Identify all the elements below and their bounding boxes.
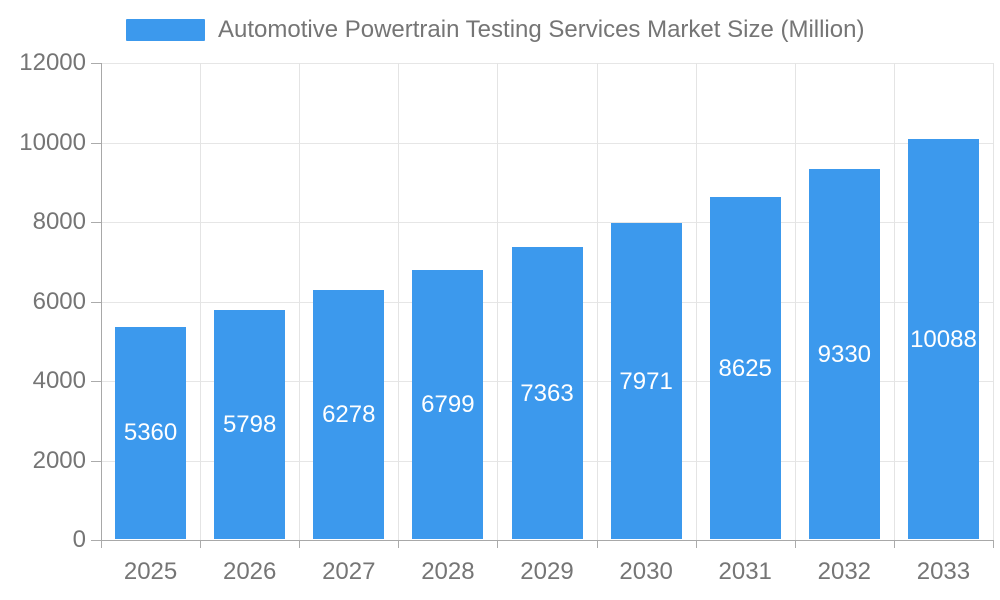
y-tick-label-12000: 12000 <box>19 49 86 76</box>
gridline-10000 <box>101 142 993 144</box>
category-boundary-line <box>993 63 994 540</box>
x-tick-label-2031: 2031 <box>718 558 772 585</box>
x-tick-label-2028: 2028 <box>421 558 475 585</box>
y-tick-label-8000: 8000 <box>32 208 86 235</box>
category-boundary-line <box>893 63 895 540</box>
x-axis-tick <box>299 540 301 548</box>
x-axis-tick <box>101 540 102 548</box>
x-axis-tick <box>398 540 400 548</box>
legend[interactable]: Automotive Powertrain Testing Services M… <box>126 15 864 45</box>
category-boundary-line <box>299 63 301 540</box>
x-tick-label-2025: 2025 <box>123 558 178 585</box>
y-axis-line <box>101 63 102 540</box>
bar-2030[interactable] <box>610 223 682 539</box>
category-boundary-line <box>596 63 598 540</box>
x-axis-line <box>101 540 993 541</box>
bar-2026[interactable] <box>214 309 286 539</box>
x-axis-tick <box>596 540 598 548</box>
y-axis-tick <box>91 301 101 303</box>
category-boundary-line <box>794 63 796 540</box>
category-boundary-line <box>398 63 400 540</box>
y-tick-label-4000: 4000 <box>32 367 86 394</box>
x-axis-tick <box>497 540 499 548</box>
y-axis-tick <box>91 142 101 144</box>
gridline-8000 <box>101 222 993 223</box>
y-axis-tick <box>91 222 101 223</box>
legend-swatch[interactable] <box>126 19 205 41</box>
category-boundary-line <box>695 63 697 540</box>
x-tick-label-2027: 2027 <box>322 558 376 585</box>
x-tick-label-2032: 2032 <box>817 558 872 585</box>
x-axis-tick <box>893 540 895 548</box>
x-axis-tick <box>794 540 796 548</box>
x-axis-tick <box>695 540 697 548</box>
x-tick-label-2026: 2026 <box>222 558 277 585</box>
bar-2033[interactable] <box>907 139 979 539</box>
bar-2029[interactable] <box>511 247 583 539</box>
y-axis-tick <box>91 381 101 382</box>
y-tick-label-0: 0 <box>72 526 86 553</box>
y-tick-label-10000: 10000 <box>19 128 86 156</box>
x-tick-label-2033: 2033 <box>916 558 971 585</box>
x-tick-label-2029: 2029 <box>520 558 574 585</box>
y-axis-tick <box>91 540 101 541</box>
bar-2025[interactable] <box>115 326 187 539</box>
bar-2027[interactable] <box>313 290 385 539</box>
legend-label: Automotive Powertrain Testing Services M… <box>218 16 865 43</box>
bar-2031[interactable] <box>709 197 781 539</box>
y-axis-tick <box>91 63 101 64</box>
x-axis-tick <box>200 540 202 548</box>
x-axis-tick <box>993 540 994 548</box>
category-boundary-line <box>497 63 499 540</box>
bar-2032[interactable] <box>808 169 880 539</box>
bar-2028[interactable] <box>412 269 484 539</box>
x-tick-label-2030: 2030 <box>619 558 673 585</box>
y-tick-label-6000: 6000 <box>32 287 86 315</box>
y-tick-label-2000: 2000 <box>32 446 86 474</box>
y-axis-tick <box>91 460 101 462</box>
category-boundary-line <box>200 63 202 540</box>
gridline-12000 <box>101 63 993 64</box>
